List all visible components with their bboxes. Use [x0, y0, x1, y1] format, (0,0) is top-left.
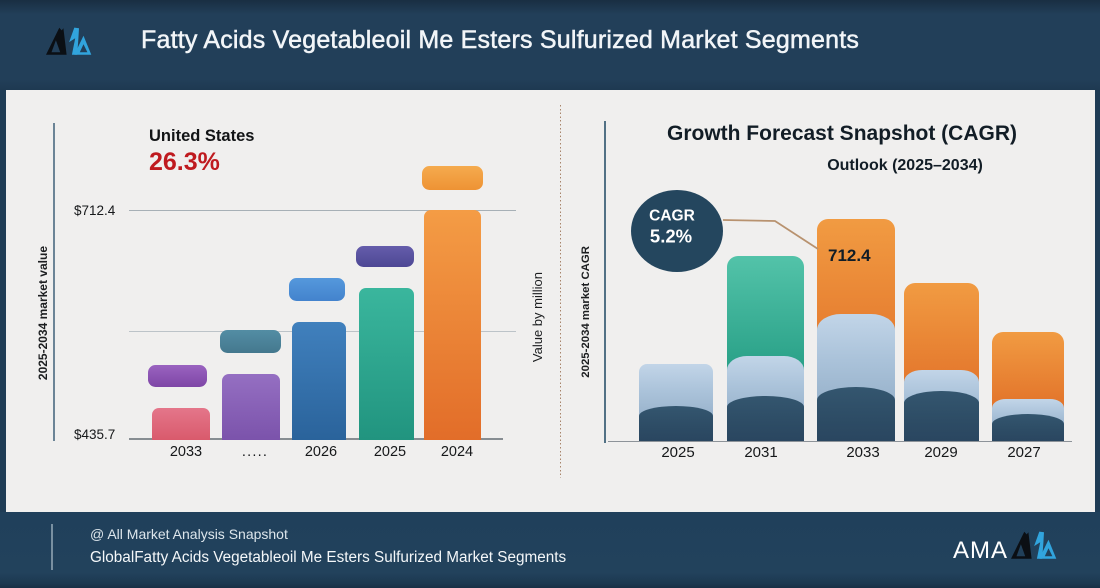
- svg-text:CAGR: CAGR: [649, 208, 695, 225]
- svg-text:5.2%: 5.2%: [650, 226, 692, 247]
